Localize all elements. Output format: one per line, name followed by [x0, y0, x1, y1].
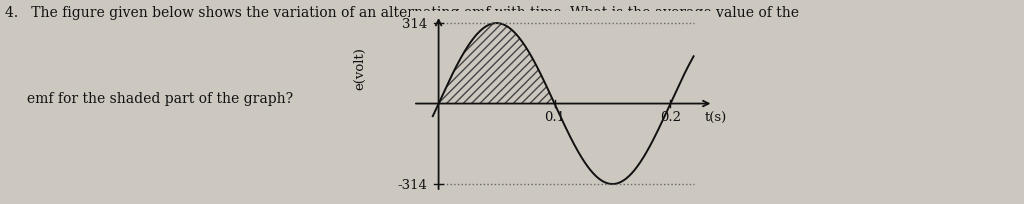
Text: -314: -314 — [397, 178, 427, 191]
Text: 0.2: 0.2 — [659, 110, 681, 123]
Text: e(volt): e(volt) — [353, 47, 367, 90]
Text: 314: 314 — [401, 18, 427, 30]
Text: 4.   The figure given below shows the variation of an alternating emf with time.: 4. The figure given below shows the vari… — [5, 6, 799, 20]
Text: 0.1: 0.1 — [544, 110, 565, 123]
Text: t(s): t(s) — [705, 112, 727, 125]
Text: emf for the shaded part of the graph?: emf for the shaded part of the graph? — [5, 92, 293, 106]
